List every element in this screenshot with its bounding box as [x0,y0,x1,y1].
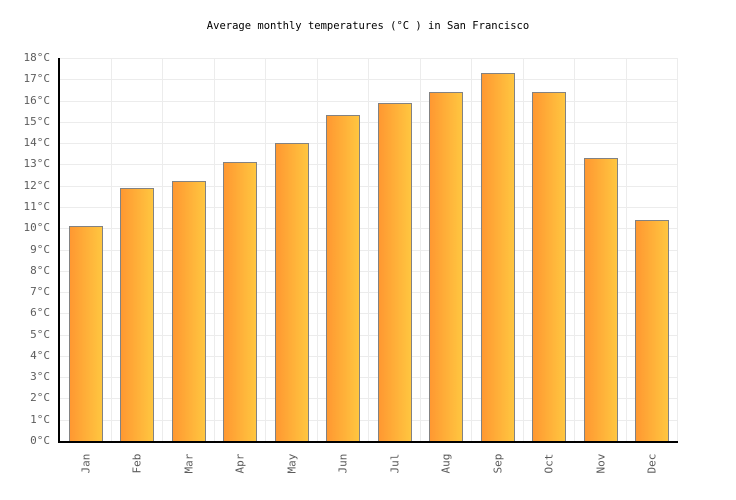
y-tick-label-16: 16°C [23,93,51,107]
x-tick-label-jun: Jun [318,444,370,482]
grid-line-horizontal [60,100,678,102]
grid-line-horizontal [60,185,678,187]
x-tick-label-apr: Apr [215,444,267,482]
x-tick-label-mar: Mar [163,444,215,482]
grid-line-vertical [471,58,472,441]
x-tick-label-feb: Feb [112,444,164,482]
y-tick-label-7: 7°C [30,285,50,299]
x-tick-label-text: Feb [130,453,144,473]
y-tick-label-2: 2°C [30,391,50,405]
bar-feb [120,187,155,441]
x-tick-label-sep: Sep [472,444,524,482]
grid-line-horizontal [60,58,678,59]
x-tick-label-text: Apr [233,453,247,473]
x-tick-label-text: Jun [336,453,350,473]
grid-line-vertical [625,58,627,441]
grid-line-horizontal [60,143,678,145]
grid-line-horizontal [60,164,678,166]
x-tick-label-text: Nov [594,453,608,473]
bar-jun [326,115,361,441]
grid-line-horizontal [60,377,678,379]
y-tick-label-13: 13°C [23,157,51,171]
grid-line-vertical [316,58,318,441]
grid-line-horizontal [60,292,678,294]
plot-area [58,58,678,443]
x-tick-label-text: Jul [388,453,402,473]
y-tick-label-15: 15°C [23,114,51,128]
x-tick-label-text: Dec [645,453,659,473]
y-tick-label-14: 14°C [23,136,51,150]
grid-line-horizontal [60,270,678,272]
grid-line-horizontal [60,121,678,123]
grid-line-horizontal [60,206,678,208]
grid-line-horizontal [60,334,678,336]
y-tick-label-18: 18°C [23,51,51,64]
x-tick-label-jul: Jul [369,444,421,482]
x-tick-label-text: Aug [439,453,453,473]
bar-may [274,143,309,441]
grid-line-vertical [213,58,215,441]
y-tick-label-11: 11°C [23,199,51,213]
y-tick-label-6: 6°C [30,306,50,320]
x-tick-label-text: Oct [542,453,556,473]
grid-line-vertical [574,58,575,441]
x-tick-label-dec: Dec [627,444,679,482]
x-tick-label-text: Mar [182,453,196,473]
grid-line-horizontal [60,79,678,81]
y-tick-label-1: 1°C [30,412,50,426]
grid-line-vertical [110,58,112,441]
y-tick-label-4: 4°C [30,348,50,362]
bar-sep [480,72,515,441]
grid-line-horizontal [60,313,678,315]
x-tick-label-nov: Nov [575,444,627,482]
bar-jul [377,102,412,441]
bar-apr [223,162,258,441]
x-tick-label-aug: Aug [421,444,473,482]
grid-line-vertical [265,58,266,441]
x-tick-label-text: May [285,453,299,473]
grid-line-horizontal [60,228,678,230]
grid-line-horizontal [60,419,678,421]
x-tick-label-text: Jan [79,453,93,473]
x-tick-label-jan: Jan [60,444,112,482]
y-tick-label-3: 3°C [30,370,50,384]
bar-dec [635,219,670,441]
grid-line-horizontal [60,249,678,251]
bar-jan [68,226,103,441]
chart-title: Average monthly temperatures (°C ) in Sa… [206,20,530,32]
x-tick-label-oct: Oct [524,444,576,482]
y-tick-label-10: 10°C [23,221,51,235]
x-tick-label-may: May [266,444,318,482]
bar-mar [171,181,206,441]
bar-aug [429,92,464,441]
grid-line-vertical [162,58,163,441]
bar-nov [583,158,618,441]
grid-line-vertical [419,58,421,441]
grid-line-horizontal [60,398,678,400]
y-tick-label-0: 0°C [30,434,50,447]
grid-line-horizontal [60,355,678,357]
grid-line-vertical [368,58,369,441]
grid-line-vertical [522,58,524,441]
y-tick-label-5: 5°C [30,327,50,341]
bar-oct [532,92,567,441]
grid-line-vertical [677,58,678,441]
y-tick-label-9: 9°C [30,242,50,256]
x-tick-label-text: Sep [491,453,505,473]
y-tick-label-17: 17°C [23,72,51,86]
y-tick-label-8: 8°C [30,263,50,277]
y-tick-label-12: 12°C [23,178,51,192]
